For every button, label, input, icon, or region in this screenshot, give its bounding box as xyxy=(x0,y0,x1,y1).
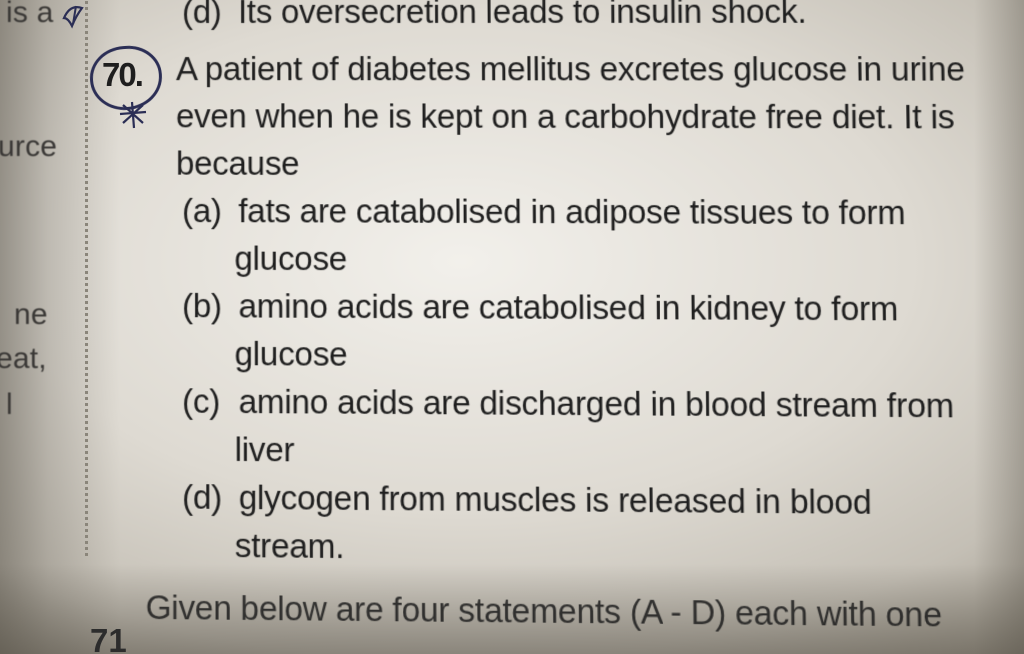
question-stem-line: even when he is kept on a carbohydrate f… xyxy=(176,92,1020,141)
handwritten-mark-icon xyxy=(58,0,92,32)
handwritten-star-icon xyxy=(116,98,150,132)
margin-fragment: ne xyxy=(14,298,48,332)
option-d: (d)glycogen from muscles is released in … xyxy=(176,473,1024,528)
margin-fragment: eat, xyxy=(0,342,47,376)
option-label: (c) xyxy=(182,377,239,425)
question-number-label: 70. xyxy=(102,56,142,94)
option-text: fats are catabolised in adipose tissues … xyxy=(238,192,905,231)
margin-dotted-line xyxy=(85,0,88,556)
option-d-cont: stream. xyxy=(176,521,1024,576)
option-c: (c)amino acids are discharged in blood s… xyxy=(176,377,1024,430)
question-number-71: 71 xyxy=(90,622,127,654)
next-question-partial: Given below are four statements (A - D) … xyxy=(146,583,1024,640)
question-stem-line: A patient of diabetes mellitus excretes … xyxy=(176,45,1019,93)
margin-fragment: l xyxy=(6,388,13,422)
option-label: (d) xyxy=(182,473,239,521)
option-text: amino acids are catabolised in kidney to… xyxy=(238,287,898,328)
option-a-cont: glucose xyxy=(176,234,1023,285)
option-text: glycogen from muscles is released in blo… xyxy=(239,478,872,521)
option-b: (b)amino acids are catabolised in kidney… xyxy=(176,282,1023,334)
option-label: (a) xyxy=(182,187,238,235)
question-stem-line: because xyxy=(176,139,1021,188)
option-d-prev: (d)Its oversecretion leads to insulin sh… xyxy=(176,0,1018,35)
margin-fragment: is a xyxy=(6,0,54,30)
option-a: (a)fats are catabolised in adipose tissu… xyxy=(176,187,1022,237)
option-c-cont: liver xyxy=(176,425,1024,479)
option-text: amino acids are discharged in blood stre… xyxy=(239,382,955,424)
margin-fragment: urce xyxy=(0,130,57,164)
question-number-70: 70. xyxy=(96,52,156,104)
page-text-block: mellitus. (d)Its oversecretion leads to … xyxy=(176,0,1024,640)
option-text: Its oversecretion leads to insulin shock… xyxy=(238,0,807,30)
option-label: (d) xyxy=(182,0,238,35)
option-label: (b) xyxy=(182,282,238,330)
option-b-cont: glucose xyxy=(176,329,1024,381)
